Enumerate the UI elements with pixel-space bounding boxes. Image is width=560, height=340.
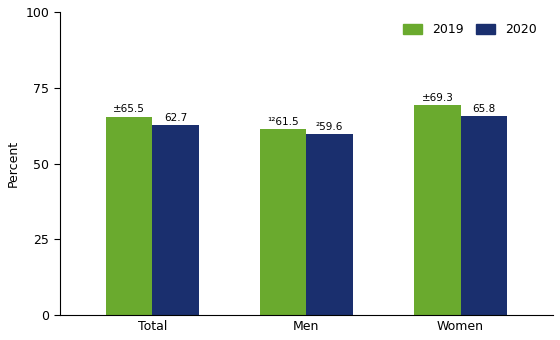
Text: 65.8: 65.8 <box>472 104 495 114</box>
Text: 62.7: 62.7 <box>164 113 187 123</box>
Bar <box>260 129 306 315</box>
Text: ²59.6: ²59.6 <box>316 122 343 132</box>
Bar <box>152 125 199 315</box>
Legend: 2019, 2020: 2019, 2020 <box>399 18 542 41</box>
Bar <box>106 117 152 315</box>
Y-axis label: Percent: Percent <box>7 140 20 187</box>
Text: ¹²61.5: ¹²61.5 <box>268 117 299 126</box>
Bar <box>460 116 507 315</box>
Text: ±69.3: ±69.3 <box>422 93 454 103</box>
Bar <box>414 105 460 315</box>
Bar <box>306 134 353 315</box>
Text: ±65.5: ±65.5 <box>113 104 145 115</box>
